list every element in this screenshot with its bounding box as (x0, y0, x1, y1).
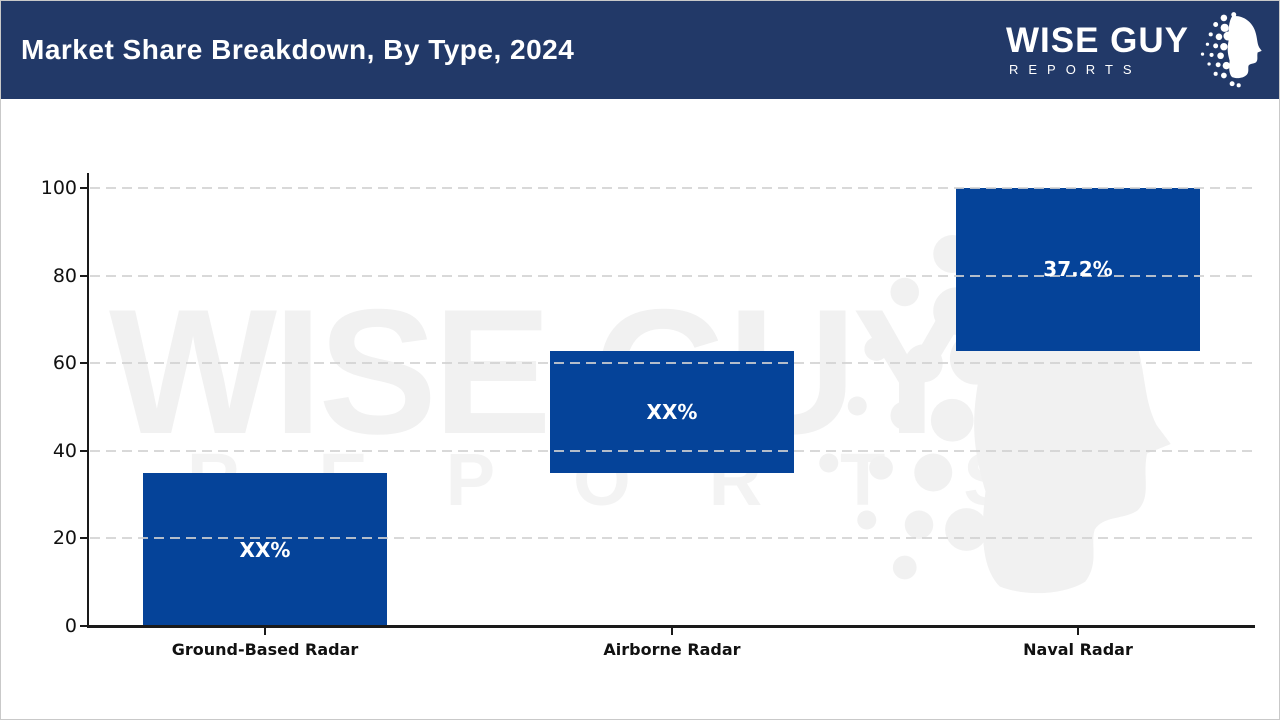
logo-subtitle: REPORTS (1008, 62, 1142, 77)
gridline-40 (90, 449, 1254, 452)
y-tick-mark-40 (80, 449, 87, 452)
wise-guy-reports-logo: WISE GUY REPORTS (1006, 9, 1265, 91)
y-tick-mark-80 (80, 274, 87, 277)
y-tick-mark-60 (80, 362, 87, 365)
x-axis-line (87, 625, 1255, 628)
y-tick-label-40: 40 (52, 439, 77, 462)
gridline-80 (90, 274, 1254, 277)
x-category-label: Ground-Based Radar (171, 640, 359, 659)
face-dots-icon (1200, 12, 1262, 88)
gridline-100 (90, 187, 1254, 189)
x-tick-mark-2 (1077, 628, 1079, 635)
y-tick-label-100: 100 (40, 177, 77, 199)
bar-value-label: XX% (239, 537, 291, 562)
gridline-20 (90, 537, 1254, 540)
y-tick-label-60: 60 (52, 352, 77, 375)
x-tick-mark-0 (264, 628, 266, 635)
gridline-60 (90, 362, 1254, 365)
y-tick-label-80: 80 (52, 264, 77, 287)
header-band: Market Share Breakdown, By Type, 2024 WI… (1, 1, 1279, 99)
y-tick-mark-100 (80, 187, 87, 189)
x-category-label: Naval Radar (1023, 640, 1133, 659)
y-tick-mark-0 (80, 625, 87, 627)
x-category-label: Airborne Radar (603, 640, 741, 659)
bar-airborne-radar (550, 350, 794, 474)
y-axis-line (87, 173, 89, 628)
bar-naval-radar (956, 188, 1200, 351)
bar-ground-based-radar (143, 473, 387, 626)
bar-value-label: XX% (646, 400, 698, 425)
logo-wordmark: WISE GUY (1005, 21, 1189, 60)
bar-value-label: 37.2% (1043, 257, 1113, 282)
logo-text: WISE GUY REPORTS (1006, 23, 1189, 77)
y-tick-label-20: 20 (52, 527, 77, 550)
page-title: Market Share Breakdown, By Type, 2024 (21, 34, 575, 65)
x-tick-mark-1 (671, 628, 673, 635)
y-tick-label-0: 0 (64, 615, 77, 637)
y-tick-mark-20 (80, 537, 87, 540)
